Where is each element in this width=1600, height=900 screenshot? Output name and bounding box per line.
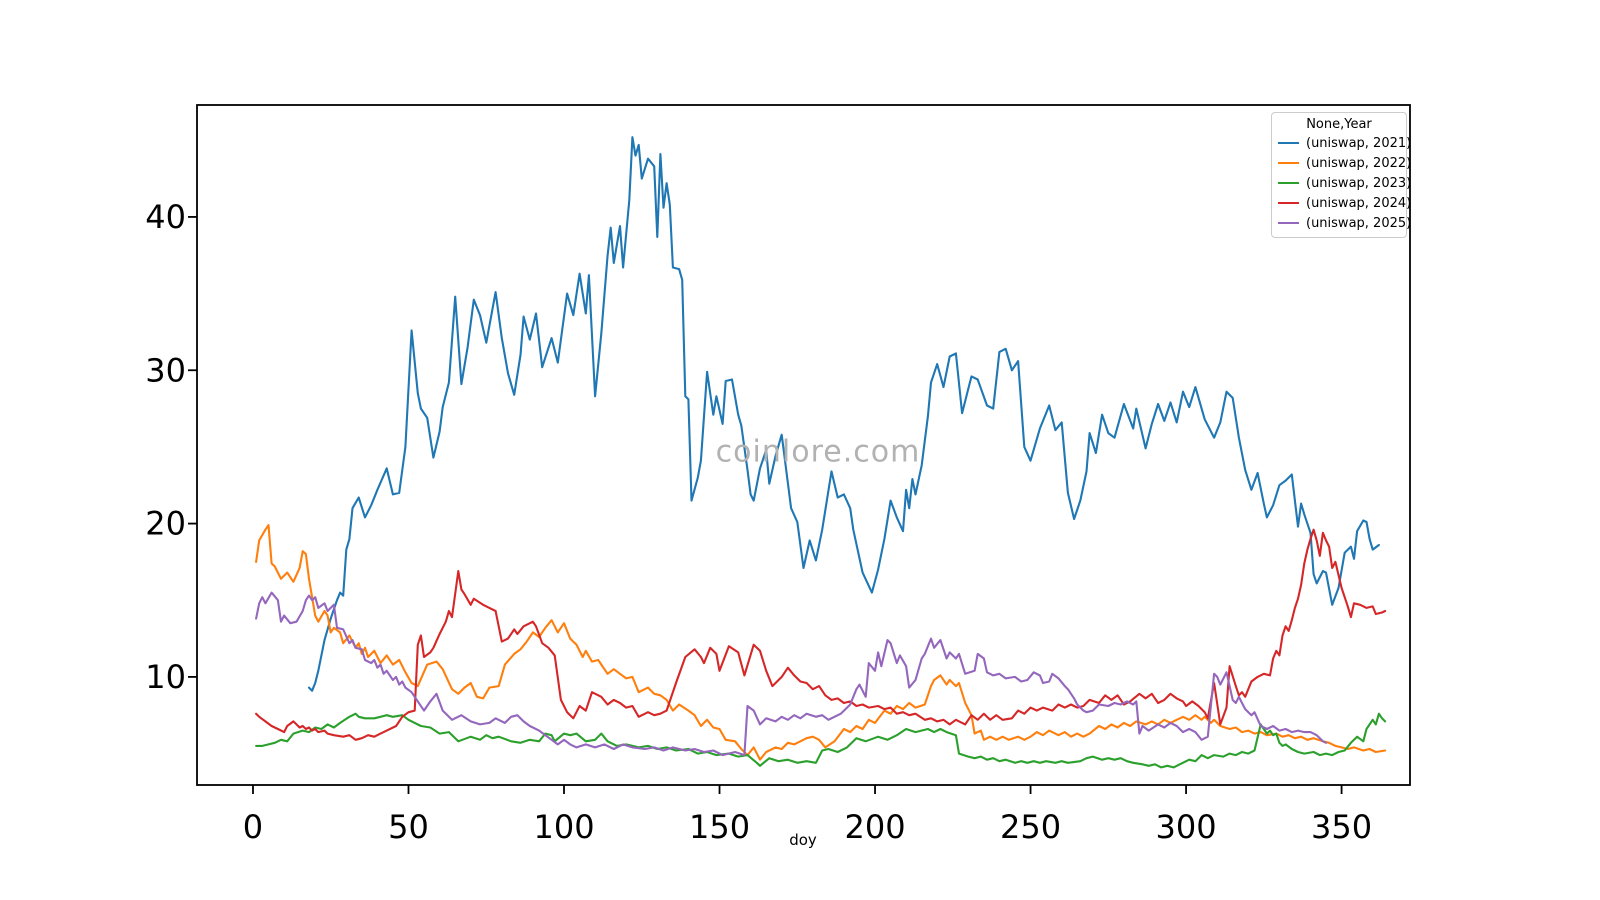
series-line-2022 <box>255 524 1387 761</box>
legend-label: (uniswap, 2023) <box>1306 175 1412 191</box>
y-tick-label: 20 <box>145 505 186 543</box>
legend-line-sample-2022 <box>1278 161 1299 165</box>
x-tick-label: 200 <box>844 808 905 846</box>
legend-title: None,Year <box>1306 117 1372 132</box>
y-tick-label: 40 <box>145 198 186 236</box>
x-axis-label: doy <box>789 831 817 849</box>
legend-line-sample-2021 <box>1278 141 1299 145</box>
series-line-2021 <box>307 136 1380 692</box>
legend-item-2025: (uniswap, 2025) <box>1278 213 1411 233</box>
legend: None,Year (uniswap, 2021) (uniswap, 2022)… <box>1271 112 1411 238</box>
series-line-2024 <box>255 528 1387 741</box>
y-tick-label: 30 <box>145 351 186 389</box>
legend-items: (uniswap, 2021) (uniswap, 2022) (uniswap, … <box>1278 133 1411 233</box>
legend-item-2021: (uniswap, 2021) <box>1278 133 1411 153</box>
legend-label: (uniswap, 2022) <box>1306 155 1412 171</box>
legend-line-sample-2024 <box>1278 201 1299 205</box>
legend-label: (uniswap, 2021) <box>1306 135 1412 151</box>
x-tick-label: 100 <box>533 808 594 846</box>
watermark: coinlore.com <box>715 434 921 470</box>
axes-spines <box>196 104 1411 786</box>
legend-label: (uniswap, 2024) <box>1306 195 1412 211</box>
x-tick-label: 250 <box>1000 808 1061 846</box>
legend-label: (uniswap, 2025) <box>1306 215 1412 231</box>
legend-item-2022: (uniswap, 2022) <box>1278 153 1411 173</box>
x-tick-label: 50 <box>388 808 429 846</box>
x-tick-label: 350 <box>1311 808 1372 846</box>
x-tick-label: 150 <box>689 808 750 846</box>
legend-item-2023: (uniswap, 2023) <box>1278 173 1411 193</box>
legend-line-sample-2023 <box>1278 181 1299 185</box>
series-line-2025 <box>255 591 1328 757</box>
y-tick-label: 10 <box>145 658 186 696</box>
legend-line-sample-2025 <box>1278 221 1299 225</box>
x-tick-label: 0 <box>243 808 263 846</box>
x-tick-label: 300 <box>1156 808 1217 846</box>
legend-item-2024: (uniswap, 2024) <box>1278 193 1411 213</box>
